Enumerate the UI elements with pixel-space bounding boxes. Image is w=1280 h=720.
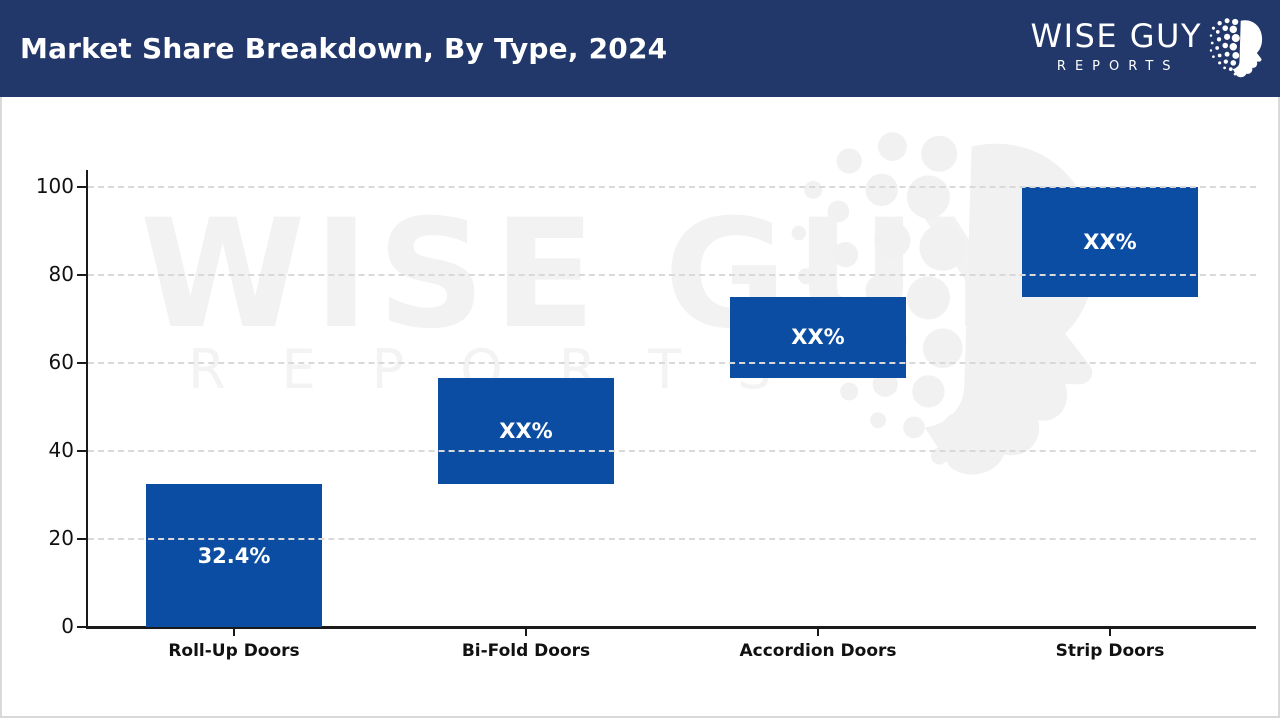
brand-logo: WISE GUY REPORTS bbox=[1028, 6, 1268, 92]
brand-name: WISE GUY bbox=[1030, 17, 1202, 55]
y-tick-label: 20 bbox=[48, 526, 74, 550]
y-gridline bbox=[88, 186, 1256, 188]
y-gridline bbox=[88, 362, 1256, 364]
x-tick-mark bbox=[233, 628, 235, 636]
brand-logo-text: WISE GUY REPORTS bbox=[1030, 16, 1202, 74]
y-tick-mark bbox=[77, 362, 86, 364]
waterfall-bar bbox=[730, 297, 906, 378]
brand-subname: REPORTS bbox=[1056, 59, 1180, 74]
bar-value-label: XX% bbox=[499, 419, 553, 444]
y-tick-mark bbox=[77, 274, 86, 276]
header-bar: Market Share Breakdown, By Type, 2024 WI… bbox=[0, 0, 1280, 97]
y-tick-label: 60 bbox=[48, 350, 74, 374]
waterfall-bar bbox=[146, 484, 322, 627]
bar-value-label: 32.4% bbox=[197, 543, 271, 568]
y-tick-mark bbox=[77, 450, 86, 452]
y-tick-label: 0 bbox=[61, 614, 74, 638]
y-tick-mark bbox=[77, 538, 86, 540]
y-tick-label: 100 bbox=[35, 174, 74, 198]
waterfall-bar bbox=[1022, 187, 1198, 297]
bar-value-label: XX% bbox=[791, 325, 845, 350]
x-tick-mark bbox=[525, 628, 527, 636]
category-label: Bi-Fold Doors bbox=[461, 641, 591, 661]
category-label: Strip Doors bbox=[1055, 641, 1165, 661]
category-label: Accordion Doors bbox=[739, 641, 897, 661]
bar-value-label: XX% bbox=[1083, 230, 1137, 254]
y-gridline bbox=[88, 538, 1256, 540]
y-axis-line bbox=[86, 170, 88, 629]
y-tick-mark bbox=[77, 626, 86, 628]
y-gridline bbox=[88, 274, 1256, 276]
y-tick-label: 80 bbox=[48, 262, 74, 286]
y-gridline bbox=[88, 450, 1256, 452]
waterfall-bar bbox=[438, 377, 614, 485]
page-title: Market Share Breakdown, By Type, 2024 bbox=[20, 32, 668, 65]
y-tick-mark bbox=[77, 186, 86, 188]
x-tick-mark bbox=[817, 628, 819, 636]
y-tick-label: 40 bbox=[48, 438, 74, 462]
x-axis-line bbox=[86, 626, 1256, 629]
x-tick-mark bbox=[1109, 628, 1111, 636]
category-label: Roll-Up Doors bbox=[168, 641, 300, 661]
